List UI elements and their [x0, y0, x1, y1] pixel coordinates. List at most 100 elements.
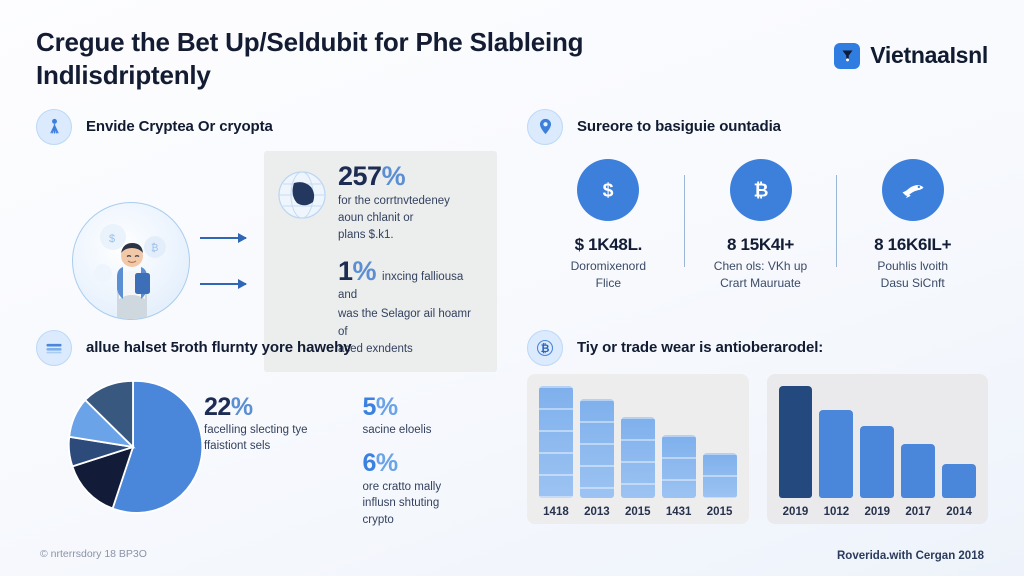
audience-stat-1-value: 257% — [338, 160, 406, 191]
panel-audience-body: $ ₿ — [36, 150, 497, 373]
panel-metrics: Sureore to basiguie ountadia $ $ 1K48L. … — [527, 108, 988, 324]
metric-label: Doromixenord Flice — [570, 258, 647, 290]
pie-chart — [36, 372, 204, 527]
pie-legend: 22% facelIing slecting tye ffaistiont se… — [204, 372, 497, 529]
audience-stat-card: 257% for the corrtnvtedeney aoun chlanit… — [264, 150, 497, 373]
metric-label: Pouhlis lvoith Dasu SiCnft — [877, 258, 949, 290]
metric-value: 8 16K6IL+ — [874, 234, 952, 254]
bar — [778, 385, 813, 498]
metric-item: 8 16K6IL+ Pouhlis lvoith Dasu SiCnft — [837, 158, 988, 293]
panels-grid: Envide Cryptea Or cryopta $ ₿ — [36, 108, 988, 535]
x-tick-label: 1418 — [543, 505, 569, 518]
app-logo-icon — [834, 42, 861, 69]
panel-trend-header: ₿ Tiy or trade wear is antioberarodel: — [527, 329, 988, 366]
page-title-line2: Indlisdriptenly — [36, 60, 211, 91]
x-tick-label: 2015 — [624, 505, 651, 518]
pie-legend-col-primary: 22% facelIing slecting tye ffaistiont se… — [204, 392, 339, 529]
panel-metrics-title: Sureore to basiguie ountadia — [577, 118, 781, 136]
trend-charts: 1418 2013 2015 1431 2015 — [527, 373, 988, 524]
x-tick-label: 2019 — [782, 505, 809, 518]
dollar-sign-icon: $ — [577, 158, 640, 221]
person-icon — [36, 108, 72, 145]
footer-left: © nrterrsdory 18 BP3O — [40, 548, 147, 560]
pie-legend-label: ore cratto mally influsn shtuting crypto — [362, 480, 442, 527]
metric-label: Chen ols: VKh up Crart Mauruate — [713, 258, 808, 290]
bar — [539, 385, 573, 498]
x-tick-label: 2015 — [706, 505, 733, 518]
svg-text:$: $ — [603, 179, 614, 201]
footer-right: Roverida.with Cergan 2018 — [837, 550, 984, 562]
list-icon — [36, 329, 72, 366]
panel-breakdown: allue halset 5roth flurnty yore hawehy — [36, 329, 497, 535]
metric-item: ₿ 8 15K4I+ Chen ols: VKh up Crart Maurua… — [685, 158, 836, 293]
bar — [901, 443, 936, 498]
svg-text:₿: ₿ — [541, 343, 550, 355]
panel-audience: Envide Cryptea Or cryopta $ ₿ — [36, 108, 497, 373]
arrow-right-icon — [200, 233, 247, 244]
audience-stat-2-value: 1% — [338, 256, 377, 287]
pie-legend-label: sacine eloelis — [362, 423, 432, 436]
x-tick-label: 2014 — [946, 505, 972, 518]
x-tick-label: 1012 — [823, 505, 850, 518]
panel-breakdown-body: 22% facelIing slecting tye ffaistiont se… — [36, 372, 497, 529]
brand-name: VietnaaIsnl — [870, 42, 988, 68]
bar — [860, 425, 895, 498]
panel-metrics-header: Sureore to basiguie ountadia — [527, 108, 988, 145]
globe-icon — [278, 170, 326, 219]
bar — [819, 410, 854, 498]
bar-chart-right-bars — [778, 385, 977, 498]
pie-legend-label: facelIing slecting tye ffaistiont sels — [204, 423, 308, 453]
brand: VietnaaIsnl — [834, 26, 988, 69]
pie-legend-value: 22% — [204, 392, 253, 421]
pie-legend-value: 6% — [362, 449, 399, 478]
arrow-right-icon — [200, 279, 247, 290]
x-tick-label: 2019 — [864, 505, 891, 518]
metrics-list: $ $ 1K48L. Doromixenord Flice ₿ — [527, 158, 988, 293]
x-tick-label: 2013 — [584, 505, 610, 518]
svg-text:$: $ — [109, 233, 115, 245]
metric-item: $ $ 1K48L. Doromixenord Flice — [533, 158, 684, 293]
bar-chart-left: 1418 2013 2015 1431 2015 — [527, 373, 749, 524]
pie-legend-value: 5% — [362, 392, 399, 421]
panel-breakdown-title: allue halset 5roth flurnty yore hawehy — [86, 339, 352, 357]
panel-trend: ₿ Tiy or trade wear is antioberarodel: — [527, 329, 988, 535]
page-title: Cregue the Bet Up/Seldubit for Phe Slabl… — [36, 26, 584, 93]
audience-stat-1-desc: for the corrtnvtedeney aoun chlanit or p… — [338, 194, 450, 242]
audience-stat-1: 257% for the corrtnvtedeney aoun chlanit… — [338, 160, 483, 245]
bar — [620, 416, 655, 498]
bar-chart-right-xlabels: 2019 1012 2019 2017 2014 — [779, 506, 977, 518]
bitcoin-icon: ₿ — [729, 158, 792, 221]
metrics-divider — [835, 174, 838, 267]
panel-trend-title: Tiy or trade wear is antioberarodel: — [577, 339, 824, 357]
x-tick-label: 1431 — [665, 505, 692, 518]
bar — [661, 434, 696, 498]
arrow-connectors — [196, 233, 258, 290]
bar — [579, 398, 614, 498]
panel-audience-header: Envide Cryptea Or cryopta — [36, 108, 497, 145]
metric-value: 8 15K4I+ — [726, 234, 795, 254]
bar — [702, 452, 737, 498]
bar-chart-right: 2019 1012 2019 2017 2014 — [766, 373, 988, 524]
bar-chart-left-bars — [539, 385, 737, 498]
panel-audience-title: Envide Cryptea Or cryopta — [86, 118, 273, 136]
pie-legend-col-secondary: 5% sacine eloelis 6% ore cratto mally in… — [362, 392, 498, 529]
location-pin-icon — [527, 108, 563, 145]
bar — [942, 463, 977, 498]
metrics-divider — [683, 174, 686, 267]
audience-stat-rows: 257% for the corrtnvtedeney aoun chlanit… — [338, 160, 483, 359]
header: Cregue the Bet Up/Seldubit for Phe Slabl… — [36, 26, 988, 93]
audience-stat-2: 1% inxcing falliousa and was the Selagor … — [338, 258, 483, 358]
person-with-tablet-illustration: $ ₿ — [72, 202, 190, 321]
bitcoin-circle-icon: ₿ — [527, 329, 563, 366]
x-tick-label: 2017 — [905, 505, 931, 518]
panel-breakdown-header: allue halset 5roth flurnty yore hawehy — [36, 329, 497, 366]
svg-text:₿: ₿ — [151, 242, 158, 254]
audience-stat-2-desc-line1: inxcing falliousa and — [338, 271, 464, 302]
svg-text:₿: ₿ — [753, 179, 768, 200]
metric-value: $ 1K48L. — [574, 234, 643, 254]
audience-stat-2-desc: was the Selagor ail hoamr of aced exnden… — [338, 308, 471, 355]
bar-chart-left-xlabels: 1418 2013 2015 1431 2015 — [539, 506, 737, 518]
rocket-icon — [881, 158, 944, 221]
page-title-line1: Cregue the Bet Up/Seldubit for Phe Slabl… — [36, 27, 584, 57]
